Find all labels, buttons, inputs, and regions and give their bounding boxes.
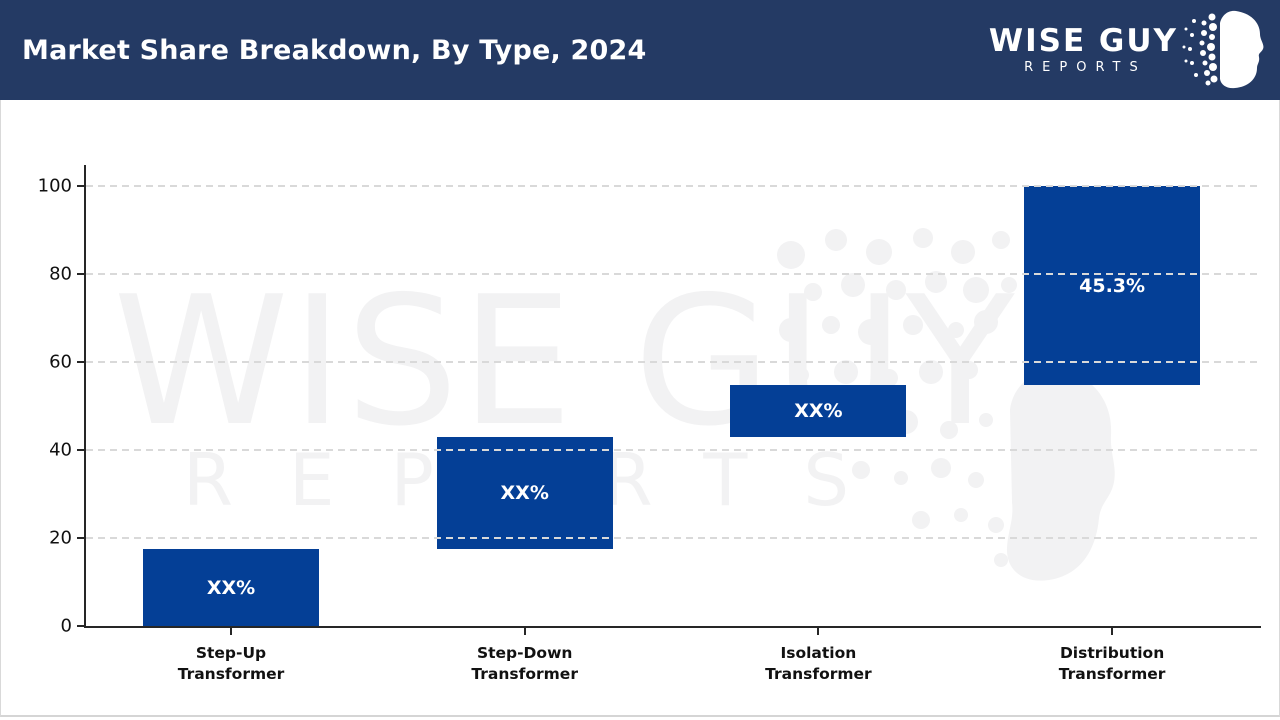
y-axis-spine <box>84 165 86 628</box>
y-tick-label: 40 <box>49 439 72 461</box>
gridline <box>86 537 1259 539</box>
logo-wordmark: WISE GUY <box>988 22 1178 59</box>
y-tick-mark <box>77 185 84 187</box>
bar-value-label: 45.3% <box>1079 274 1146 297</box>
bar-segment: XX% <box>143 549 319 626</box>
bar-segment: XX% <box>436 436 613 549</box>
bar-segment: XX% <box>730 385 907 437</box>
gridline <box>86 361 1259 363</box>
y-tick-mark <box>77 537 84 539</box>
logo-wordmark-block: WISE GUY REPORTS <box>989 25 1178 76</box>
plot-area: XX% XX% XX% 45.3% 0 20 40 60 80 100 Step-Up Transf… <box>38 165 1261 683</box>
x-category-label: Step-Down Transformer <box>471 644 578 683</box>
y-tick-label: 0 <box>60 615 72 637</box>
x-category-label: Distribution Transformer <box>1058 644 1166 683</box>
wise-guy-logo: WISE GUY REPORTS <box>989 9 1266 91</box>
bar-value-label: XX% <box>500 481 549 504</box>
x-tick-mark <box>1111 628 1114 635</box>
y-tick-mark <box>77 361 84 363</box>
x-category-label: Isolation Transformer <box>765 644 872 683</box>
logo-subtext: REPORTS <box>1024 60 1147 76</box>
y-tick-label: 80 <box>49 263 72 285</box>
x-axis-spine <box>84 626 1261 628</box>
x-category-label: Step-Up Transformer <box>177 644 285 683</box>
bar-value-label: XX% <box>206 576 256 599</box>
chart-title: Market Share Breakdown, By Type, 2024 <box>22 34 647 66</box>
bar-segment: 45.3% <box>1024 186 1201 386</box>
y-tick-mark <box>77 625 84 627</box>
gridline <box>86 449 1259 451</box>
logo-face-icon <box>1182 10 1264 89</box>
watermark-face-icon <box>777 228 1115 581</box>
x-tick-mark <box>817 628 820 635</box>
chart-area: WISE GUY REPORTS <box>0 100 1280 717</box>
y-tick-label: 60 <box>49 351 72 373</box>
y-tick-label: 20 <box>49 527 72 549</box>
header-bar: Market Share Breakdown, By Type, 2024 WI… <box>0 0 1280 100</box>
y-tick-mark <box>77 273 84 275</box>
x-tick-mark <box>523 628 526 635</box>
gridline <box>86 185 1259 187</box>
y-tick-mark <box>77 449 84 451</box>
gridline <box>86 273 1259 275</box>
y-tick-label: 100 <box>37 175 72 197</box>
x-tick-mark <box>230 628 232 635</box>
bar-value-label: XX% <box>794 400 843 423</box>
